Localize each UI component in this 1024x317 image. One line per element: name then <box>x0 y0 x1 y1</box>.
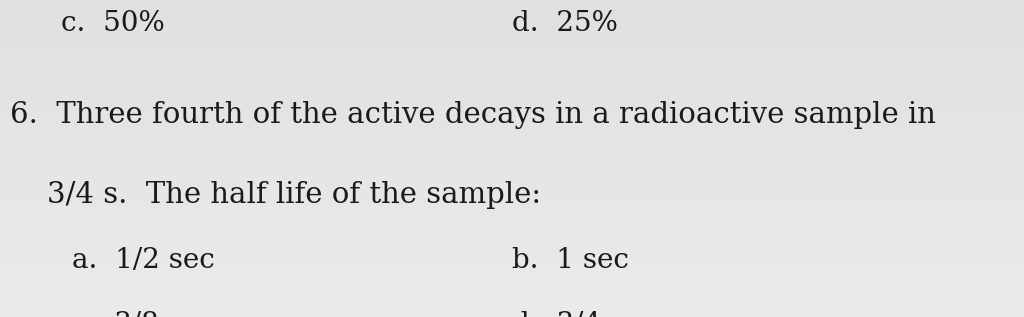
Text: 6.  Three fourth of the active decays in a radioactive sample in: 6. Three fourth of the active decays in … <box>10 101 936 129</box>
Text: d.  25%: d. 25% <box>512 10 617 36</box>
Text: c.  50%: c. 50% <box>61 10 165 36</box>
Text: c.  3/8 sec: c. 3/8 sec <box>72 311 213 317</box>
Text: d.  3/4 sec: d. 3/4 sec <box>512 311 656 317</box>
Text: 3/4 s.  The half life of the sample:: 3/4 s. The half life of the sample: <box>10 181 542 209</box>
Text: a.  1/2 sec: a. 1/2 sec <box>72 247 214 274</box>
Text: b.  1 sec: b. 1 sec <box>512 247 629 274</box>
